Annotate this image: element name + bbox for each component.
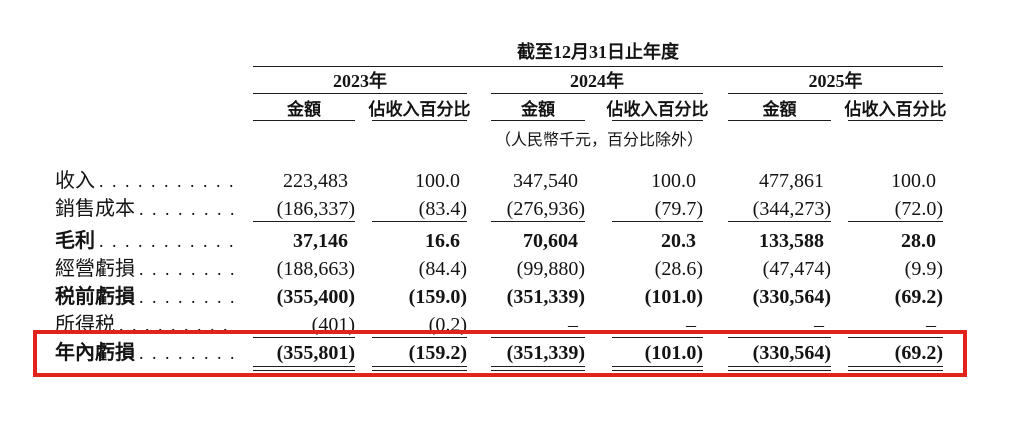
table-row-revenue: 收入. . . . . . . . . . . . . . . . . . . … xyxy=(55,169,943,193)
pct-cell: (28.6) xyxy=(654,258,703,280)
table-row-cost-of-sales: 銷售成本. . . . . . . . . . . . . . . . . . … xyxy=(55,197,943,221)
pct-cell: (101.0) xyxy=(644,286,703,308)
dot-leader: . . . . . . . . . . . . . . . . . . . . … xyxy=(139,343,237,363)
row-label: 毛利. . . . . . . . . . . . . . . . . . . … xyxy=(55,230,237,252)
pct-cell: – xyxy=(926,314,936,336)
year-2024-rule xyxy=(491,93,703,94)
year-header-2024: 2024年 xyxy=(570,71,624,91)
amount-cell: (330,564) xyxy=(752,342,831,364)
amount-cell: (351,339) xyxy=(506,286,585,308)
amount-cell: 133,588 xyxy=(759,230,824,252)
pct-header-2024: 佔收入百分比 xyxy=(606,99,709,119)
dot-leader: . . . . . . . . . . . . . . . . . . . . … xyxy=(99,231,237,251)
amount-cell: (401) xyxy=(311,314,355,336)
subheader-rule xyxy=(491,120,585,121)
row-label: 銷售成本. . . . . . . . . . . . . . . . . . … xyxy=(55,198,237,220)
row-label: 收入. . . . . . . . . . . . . . . . . . . … xyxy=(55,170,237,192)
pct-cell: (69.2) xyxy=(894,286,943,308)
table-row-income-tax: 所得税. . . . . . . . . . . . . . . . . . .… xyxy=(55,313,943,337)
table-row-loss-before-tax: 税前虧損. . . . . . . . . . . . . . . . . . … xyxy=(55,285,943,309)
row-label: 年內虧損. . . . . . . . . . . . . . . . . . … xyxy=(55,342,237,364)
unit-note: （人民幣千元，百分比除外） xyxy=(494,132,703,149)
amount-cell: (186,337) xyxy=(276,198,355,220)
amount-cell: 223,483 xyxy=(283,170,348,192)
pct-cell: – xyxy=(686,314,696,336)
pct-cell: 28.0 xyxy=(901,230,936,252)
pct-cell: 20.3 xyxy=(661,230,696,252)
pct-header-2025: 佔收入百分比 xyxy=(844,99,947,119)
amount-cell: (355,801) xyxy=(276,342,355,364)
pct-cell: (101.0) xyxy=(644,342,703,364)
amount-header-2025: 金額 xyxy=(762,99,797,119)
period-header: 截至12月31日止年度 xyxy=(517,42,679,62)
pct-header-2023: 佔收入百分比 xyxy=(368,99,471,119)
pct-cell: 100.0 xyxy=(415,170,460,192)
subheader-rule xyxy=(612,120,703,121)
pct-cell: (84.4) xyxy=(418,258,467,280)
amount-cell: (47,474) xyxy=(762,258,831,280)
subheader-rule xyxy=(253,120,355,121)
dot-leader: . . . . . . . . . . . . . . . . . . . . … xyxy=(139,199,237,219)
amount-cell: 70,604 xyxy=(523,230,578,252)
row-label: 税前虧損. . . . . . . . . . . . . . . . . . … xyxy=(55,286,237,308)
subheader-rule xyxy=(728,120,831,121)
pct-cell: 100.0 xyxy=(891,170,936,192)
amount-cell: 347,540 xyxy=(513,170,578,192)
pct-cell: 16.6 xyxy=(425,230,460,252)
header-top-rule xyxy=(253,66,943,67)
column-rules xyxy=(55,337,943,338)
amount-header-2023: 金額 xyxy=(287,99,321,119)
pct-cell: (9.9) xyxy=(904,258,943,280)
year-header-2023: 2023年 xyxy=(333,71,387,91)
table-row-gross-profit: 毛利. . . . . . . . . . . . . . . . . . . … xyxy=(55,229,943,253)
amount-cell: (355,400) xyxy=(276,286,355,308)
dot-leader: . . . . . . . . . . . . . . . . . . . . … xyxy=(139,259,237,279)
subheader-rule xyxy=(372,120,467,121)
pct-cell: (159.0) xyxy=(408,286,467,308)
dot-leader: . . . . . . . . . . . . . . . . . . . . … xyxy=(119,315,237,335)
amount-header-2024: 金額 xyxy=(521,99,555,119)
amount-cell: (351,339) xyxy=(506,342,585,364)
amount-cell: 477,861 xyxy=(759,170,824,192)
pct-cell: (159.2) xyxy=(408,342,467,364)
amount-cell: – xyxy=(814,314,824,336)
year-header-2025: 2025年 xyxy=(808,71,863,91)
amount-cell: (344,273) xyxy=(752,198,831,220)
pct-cell: (72.0) xyxy=(894,198,943,220)
row-label: 經營虧損. . . . . . . . . . . . . . . . . . … xyxy=(55,258,237,280)
pct-cell: (79.7) xyxy=(654,198,703,220)
amount-cell: 37,146 xyxy=(293,230,348,252)
amount-cell: (99,880) xyxy=(516,258,585,280)
year-2023-rule xyxy=(253,93,467,94)
table-row-operating-loss: 經營虧損. . . . . . . . . . . . . . . . . . … xyxy=(55,257,943,281)
dot-leader: . . . . . . . . . . . . . . . . . . . . … xyxy=(139,287,237,307)
column-rules xyxy=(55,221,943,222)
subheader-rule xyxy=(848,120,943,121)
amount-cell: (330,564) xyxy=(752,286,831,308)
pct-cell: (83.4) xyxy=(418,198,467,220)
row-label: 所得税. . . . . . . . . . . . . . . . . . .… xyxy=(55,313,253,337)
amount-cell: (188,663) xyxy=(276,258,355,280)
double-total-rules xyxy=(55,366,943,372)
pct-cell: (69.2) xyxy=(894,342,943,364)
amount-cell: (276,936) xyxy=(506,198,585,220)
amount-cell: – xyxy=(568,314,578,336)
table-row-loss-for-the-year: 年內虧損. . . . . . . . . . . . . . . . . . … xyxy=(55,341,943,365)
dot-leader: . . . . . . . . . . . . . . . . . . . . … xyxy=(99,171,237,191)
pct-cell: 100.0 xyxy=(651,170,696,192)
year-2025-rule xyxy=(728,93,943,94)
pct-cell: (0.2) xyxy=(428,314,467,336)
